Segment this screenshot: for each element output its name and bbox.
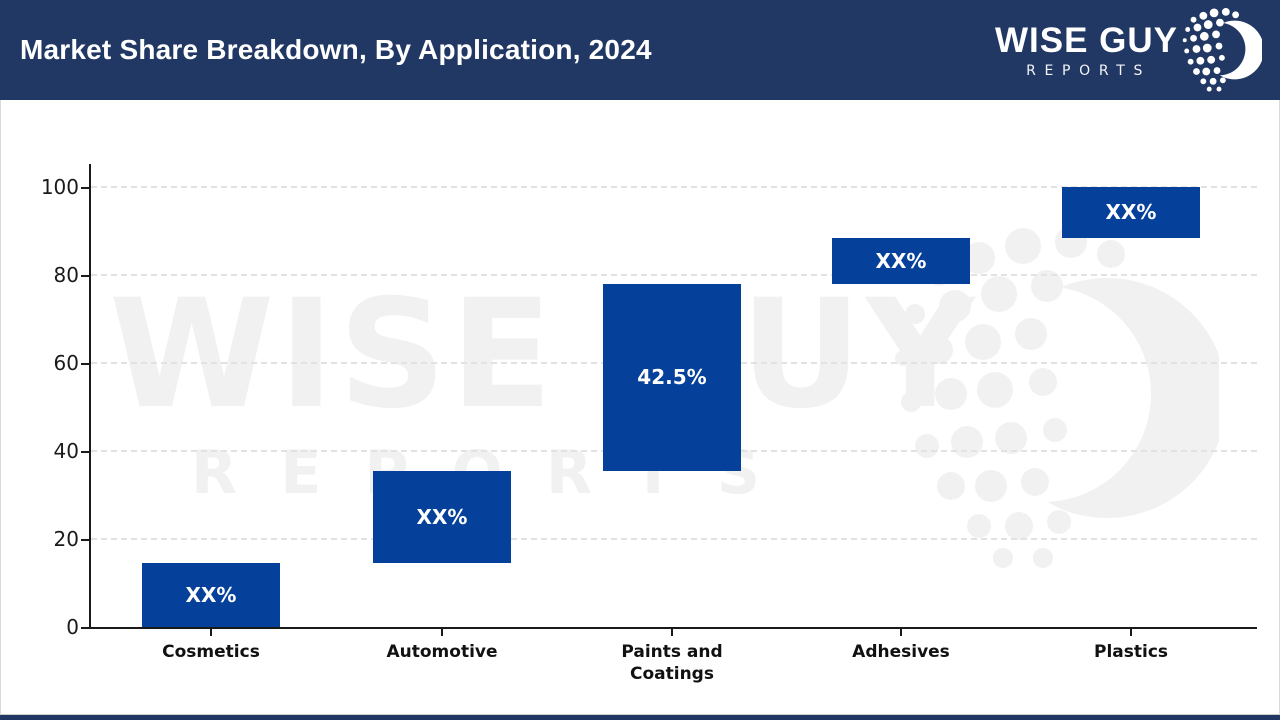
y-tick bbox=[81, 627, 89, 629]
x-category-label: Automotive bbox=[386, 642, 498, 662]
footer-bar bbox=[0, 715, 1280, 720]
y-tick-label: 0 bbox=[66, 615, 79, 639]
y-axis bbox=[89, 164, 91, 629]
bar-plastics: XX% bbox=[1062, 187, 1200, 238]
page-title: Market Share Breakdown, By Application, … bbox=[20, 34, 652, 65]
bar-value-label: XX% bbox=[875, 248, 927, 273]
watermark-text: WISE GUY bbox=[109, 268, 979, 442]
brand-subtitle: REPORTS bbox=[1026, 63, 1152, 79]
brand-name: WISE GUY bbox=[994, 21, 1178, 60]
x-category-label: Paints and Coatings bbox=[621, 642, 723, 685]
x-tick bbox=[900, 629, 902, 636]
bar-paints-and-coatings: 42.5% bbox=[603, 283, 741, 471]
y-tick bbox=[81, 363, 89, 365]
brand-face-icon bbox=[1174, 6, 1262, 94]
y-tick-label: 60 bbox=[53, 351, 79, 375]
brand-text: WISE GUY REPORTS bbox=[995, 21, 1178, 79]
x-tick bbox=[671, 629, 673, 636]
y-tick bbox=[81, 187, 89, 189]
y-tick-label: 80 bbox=[53, 263, 79, 287]
x-category-label: Plastics bbox=[1093, 642, 1169, 662]
gridline-20 bbox=[91, 538, 1257, 540]
x-category-label: Cosmetics bbox=[162, 642, 260, 662]
gridline-100 bbox=[91, 186, 1257, 188]
bar-value-label: XX% bbox=[185, 583, 237, 608]
x-tick bbox=[441, 629, 443, 636]
brand-logo: WISE GUY REPORTS bbox=[995, 6, 1262, 94]
x-category-label: Adhesives bbox=[852, 642, 950, 662]
x-tick bbox=[210, 629, 212, 636]
y-tick-label: 100 bbox=[40, 175, 79, 199]
y-tick bbox=[81, 275, 89, 277]
bar-value-label: XX% bbox=[1105, 200, 1157, 225]
chart-area: WISE GUY REPORTS 020406080100XX%Cosmetic… bbox=[0, 100, 1280, 715]
bar-cosmetics: XX% bbox=[142, 563, 280, 627]
y-tick-label: 40 bbox=[53, 439, 79, 463]
bar-adhesives: XX% bbox=[832, 237, 970, 284]
y-tick bbox=[81, 451, 89, 453]
gridline-80 bbox=[91, 274, 1257, 276]
y-tick-label: 20 bbox=[53, 527, 79, 551]
x-tick bbox=[1130, 629, 1132, 636]
header: Market Share Breakdown, By Application, … bbox=[0, 0, 1280, 100]
bar-value-label: XX% bbox=[416, 504, 468, 529]
x-axis bbox=[89, 627, 1257, 629]
bar-value-label: 42.5% bbox=[637, 365, 707, 390]
bar-automotive: XX% bbox=[373, 470, 511, 564]
y-tick bbox=[81, 539, 89, 541]
